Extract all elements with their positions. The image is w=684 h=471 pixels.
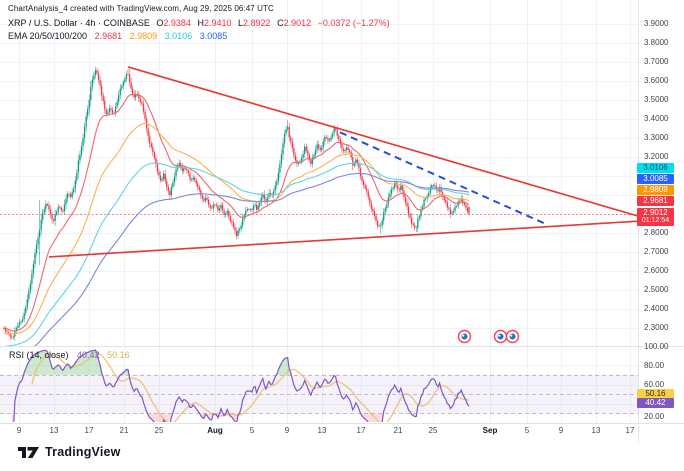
time-axis-label: 21	[119, 426, 129, 435]
price-axis-label: 2.7000	[644, 247, 669, 256]
time-axis-label: 5	[524, 426, 530, 435]
rsi-axis-label: 80.00	[644, 360, 665, 370]
price-axis-label: 3.3000	[644, 133, 669, 142]
time-axis-label: 25	[154, 426, 164, 435]
chart-title: ChartAnalysis_4 created with TradingView…	[8, 4, 274, 13]
price-axis-label: 2.6000	[644, 266, 669, 275]
time-axis-label: 17	[84, 426, 94, 435]
rsi-axis-label: 60.00	[644, 380, 665, 389]
time-axis-separator	[0, 423, 684, 424]
symbol-legend[interactable]: XRP / U.S. Dollar · 4h · COINBASE O2.938…	[8, 18, 390, 28]
time-axis-label: 9	[558, 426, 564, 435]
time-axis-label: 25	[428, 426, 438, 435]
rsi-legend[interactable]: RSI (14, close) 40.42 50.16	[9, 350, 130, 360]
ema50-value: 2.9809	[129, 31, 158, 41]
tradingview-logo-text: TradingView	[45, 445, 121, 459]
rsi-value-badge: 50.16	[637, 388, 674, 399]
double-coin-sticker-icon[interactable]	[493, 329, 520, 349]
price-axis-label: 2.5000	[644, 285, 669, 294]
ema-price-badge: 2.9809	[637, 185, 674, 195]
time-axis-label: Aug	[207, 426, 223, 435]
rsi-value-badge: 40.42	[637, 398, 674, 409]
price-axis-label: 3.5000	[644, 95, 669, 104]
ohlc-open: O2.9384	[156, 18, 191, 28]
tradingview-logo[interactable]: TradingView	[18, 445, 121, 459]
rsi-ma-value: 50.16	[107, 350, 130, 360]
time-axis-label: 17	[625, 426, 635, 435]
coin-sticker-icon[interactable]	[456, 329, 473, 349]
price-axis-label: 2.8000	[644, 228, 669, 237]
rsi-axis-label: 20.00	[644, 411, 665, 421]
price-axis-label: 2.3000	[644, 323, 669, 332]
ema-price-badge: 2.9681	[637, 196, 674, 206]
symbol-interval-exchange: XRP / U.S. Dollar · 4h · COINBASE	[8, 18, 150, 28]
ema200-value: 3.0085	[199, 31, 228, 41]
price-axis-label: 3.9000	[644, 19, 669, 28]
rsi-value: 40.42	[77, 350, 100, 360]
time-axis-label: 9	[284, 426, 290, 435]
time-axis-label: 5	[249, 426, 255, 435]
ema-legend-label: EMA 20/50/100/200	[8, 31, 88, 41]
current-price-badge: 2.9012 01:12:54	[637, 208, 674, 226]
ohlc-change: −0.0372 (−1.27%)	[317, 18, 390, 28]
time-axis-label: 9	[16, 426, 22, 435]
time-axis-label: 13	[317, 426, 327, 435]
price-axis-label: 3.6000	[644, 76, 669, 85]
price-axis-label: 3.4000	[644, 114, 669, 123]
time-axis-label: Sep	[482, 426, 498, 435]
ema-price-badge: 3.0106	[637, 163, 674, 173]
rsi-axis-label: 100.00	[644, 341, 669, 351]
price-axis-label: 3.2000	[644, 152, 669, 161]
chart-header: ChartAnalysis_4 created with TradingView…	[8, 4, 390, 41]
price-axis-label: 2.4000	[644, 304, 669, 313]
price-axis-label: 3.7000	[644, 57, 669, 66]
ema20-value: 2.9681	[94, 31, 123, 41]
ema100-value: 3.0106	[164, 31, 193, 41]
rsi-legend-label: RSI (14, close)	[9, 350, 69, 360]
price-axis-label: 3.8000	[644, 38, 669, 47]
ema-legend[interactable]: EMA 20/50/100/200 2.9681 2.9809 3.0106 3…	[8, 31, 390, 41]
tradingview-logo-icon	[18, 446, 39, 458]
ohlc-close: C2.9012	[277, 18, 312, 28]
time-axis-label: 13	[591, 426, 601, 435]
pane-separator[interactable]	[0, 346, 684, 347]
ohlc-low: L2.8922	[238, 18, 271, 28]
time-axis-label: 17	[356, 426, 366, 435]
time-axis-label: 21	[393, 426, 403, 435]
time-axis-label: 13	[49, 426, 59, 435]
bar-countdown: 01:12:54	[641, 217, 670, 224]
ema-price-badge: 3.0085	[637, 174, 674, 184]
current-price-value: 2.9012	[643, 208, 668, 217]
ohlc-high: H2.9410	[197, 18, 232, 28]
